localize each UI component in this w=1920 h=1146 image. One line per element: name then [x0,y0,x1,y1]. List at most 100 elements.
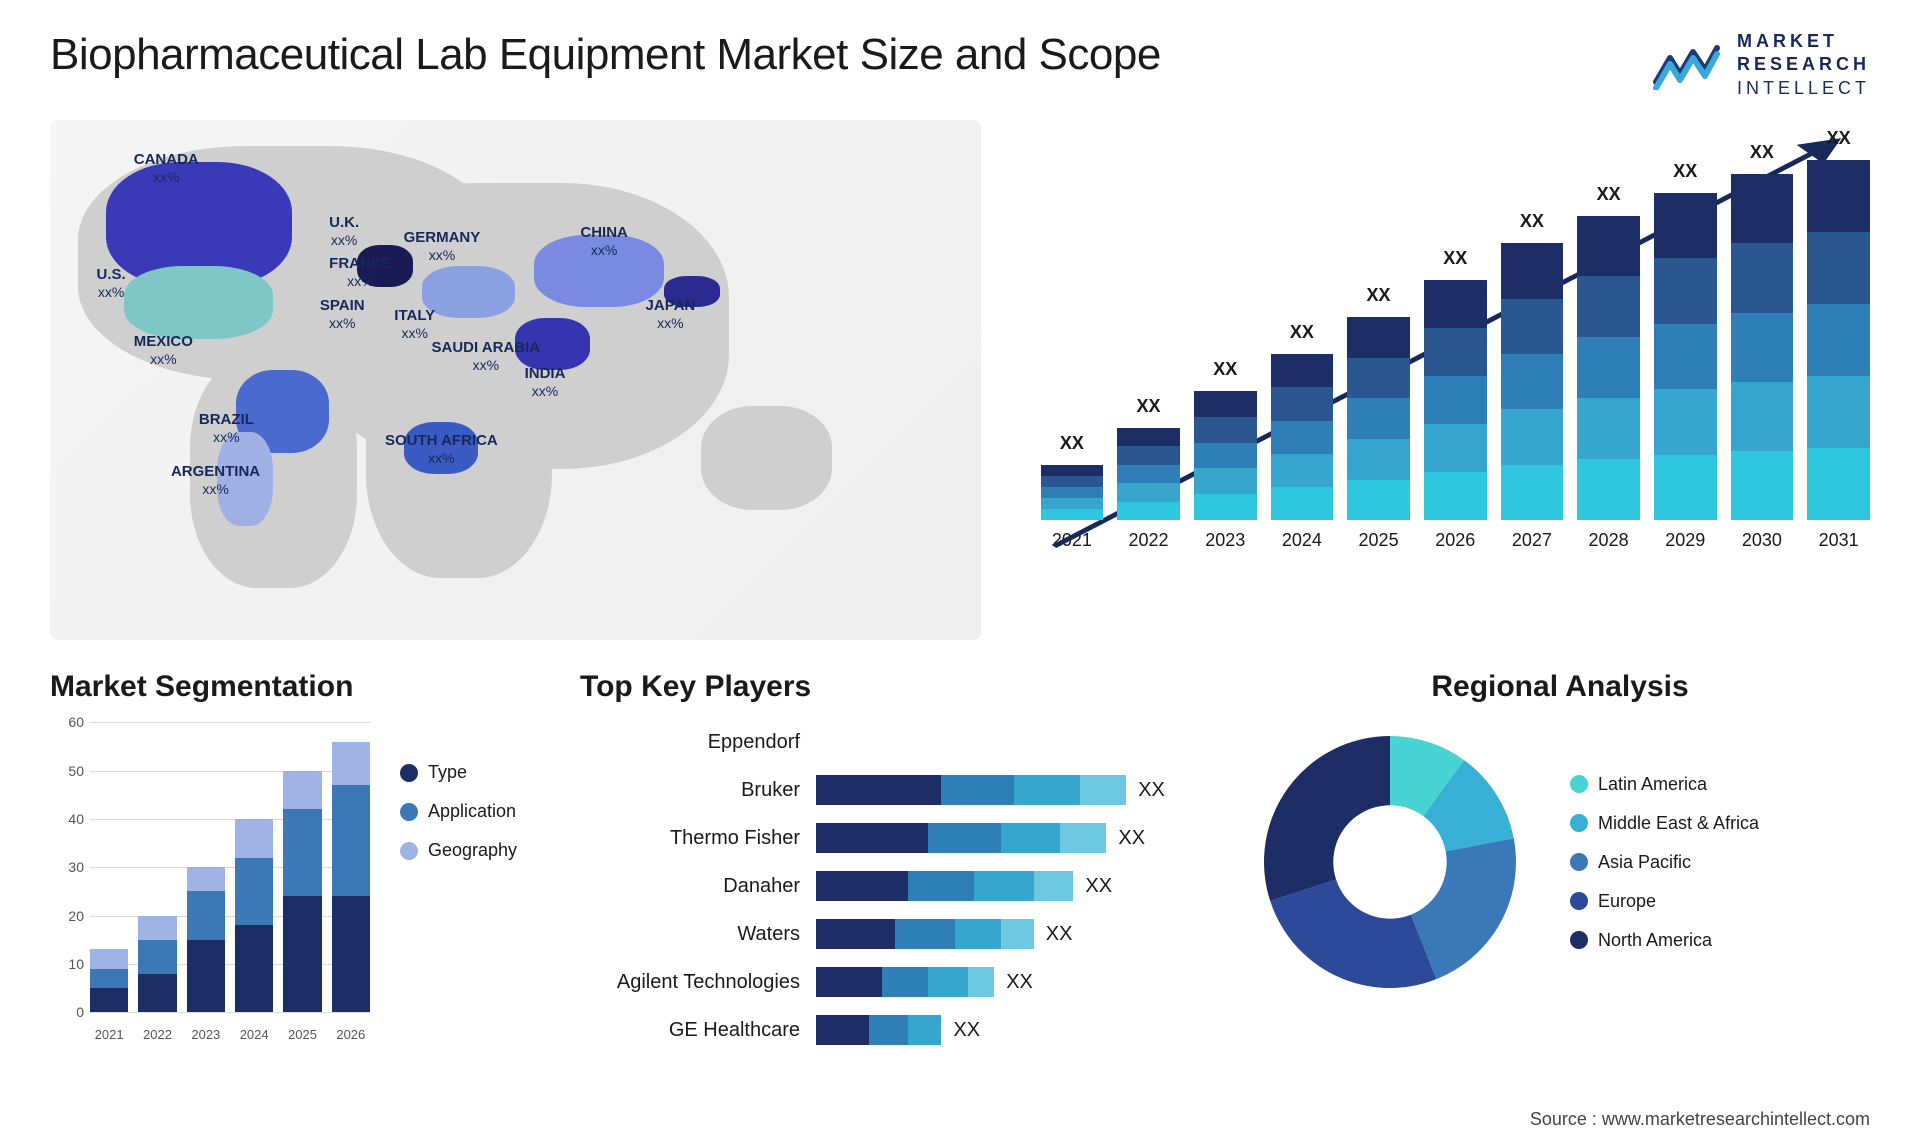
key-player-bar-segment [869,1015,909,1045]
forecast-bar-segment [1271,387,1334,420]
forecast-bar-segment [1807,376,1870,448]
country-label: U.S.xx% [97,266,126,302]
forecast-bar-value: XX [1041,433,1104,454]
key-player-value: XX [1046,923,1073,946]
legend-swatch-icon [1570,775,1588,793]
forecast-bar-segment [1577,276,1640,337]
forecast-bar-segment [1654,324,1717,390]
forecast-x-label: 2021 [1041,530,1104,551]
key-player-bar-segment [816,967,882,997]
segmentation-title: Market Segmentation [50,670,530,704]
forecast-bar-value: XX [1807,128,1870,149]
segmentation-bar-segment [332,742,370,786]
key-player-bar-segment [816,823,928,853]
country-label: BRAZILxx% [199,411,254,447]
key-player-bar-segment [968,967,994,997]
key-player-bar [816,775,1126,805]
key-player-label: Danaher [580,875,800,898]
forecast-x-label: 2026 [1424,530,1487,551]
key-player-bar-segment [816,919,895,949]
country-label: SOUTH AFRICAxx% [385,432,498,468]
forecast-bar-segment [1577,337,1640,398]
forecast-bar: XX [1271,354,1334,520]
forecast-bar-segment [1501,243,1564,298]
key-player-bar [816,871,1073,901]
forecast-bar-segment [1117,428,1180,446]
forecast-bar-value: XX [1347,285,1410,306]
forecast-bar-segment [1041,498,1104,509]
forecast-bar-segment [1577,216,1640,277]
forecast-bar-segment [1654,193,1717,259]
key-player-bar [816,1015,941,1045]
forecast-x-label: 2023 [1194,530,1257,551]
forecast-bar-segment [1501,354,1564,409]
forecast-bar-segment [1117,465,1180,483]
segmentation-bar-segment [332,896,370,1012]
forecast-bar-segment [1041,476,1104,487]
key-player-bar-segment [928,823,1001,853]
forecast-bar-segment [1271,454,1334,487]
legend-label: Europe [1598,891,1656,912]
key-player-bar [816,967,994,997]
forecast-bar-segment [1424,472,1487,520]
legend-item: Type [400,762,517,783]
segmentation-bar-segment [138,916,176,940]
key-player-row: Agilent TechnologiesXX [580,962,1200,1002]
key-player-label: Agilent Technologies [580,971,800,994]
forecast-bar-segment [1731,382,1794,451]
legend-label: North America [1598,930,1712,951]
key-players-chart: EppendorfBrukerXXThermo FisherXXDanaherX… [580,722,1200,1050]
page-title: Biopharmaceutical Lab Equipment Market S… [50,30,1161,80]
key-player-bar-segment [908,1015,941,1045]
forecast-bar-segment [1347,358,1410,399]
world-map-panel: CANADAxx%U.S.xx%MEXICOxx%BRAZILxx%ARGENT… [50,120,981,640]
forecast-bar-segment [1731,313,1794,382]
key-player-value: XX [1118,827,1145,850]
segmentation-bar-segment [90,969,128,988]
segmentation-bar-segment [187,891,225,939]
forecast-bar-segment [1117,502,1180,520]
legend-item: Geography [400,840,517,861]
forecast-bar-value: XX [1194,359,1257,380]
country-label: GERMANYxx% [404,229,481,265]
key-player-bar [816,919,1034,949]
forecast-bar-segment [1424,424,1487,472]
legend-swatch-icon [400,803,418,821]
country-label: ITALYxx% [394,307,435,343]
segmentation-bar-segment [283,771,321,810]
forecast-bar-segment [1577,398,1640,459]
segmentation-bar-segment [90,949,128,968]
source-attribution: Source : www.marketresearchintellect.com [1530,1109,1870,1130]
forecast-x-label: 2027 [1501,530,1564,551]
country-label: CANADAxx% [134,151,199,187]
forecast-bar: XX [1577,216,1640,521]
forecast-bar-segment [1654,258,1717,324]
forecast-bar-segment [1807,232,1870,304]
country-label: JAPANxx% [646,297,696,333]
forecast-bar: XX [1501,243,1564,520]
forecast-bar-segment [1041,487,1104,498]
forecast-bar-value: XX [1117,396,1180,417]
key-players-title: Top Key Players [580,670,1200,704]
donut-segment [1270,880,1436,988]
regional-title: Regional Analysis [1250,670,1870,704]
legend-label: Type [428,762,467,783]
legend-swatch-icon [400,842,418,860]
map-highlight [124,266,273,339]
key-player-value: XX [1138,779,1165,802]
segmentation-bar-segment [235,858,273,926]
forecast-x-label: 2029 [1654,530,1717,551]
country-label: CHINAxx% [580,224,628,260]
forecast-bar-segment [1654,389,1717,455]
key-player-bar-segment [816,775,941,805]
key-player-label: Thermo Fisher [580,827,800,850]
forecast-bar-segment [1041,465,1104,476]
forecast-bar-segment [1271,487,1334,520]
forecast-bar-segment [1731,243,1794,312]
key-player-bar-segment [955,919,1001,949]
forecast-bar-segment [1117,446,1180,464]
forecast-bar-segment [1501,409,1564,464]
map-highlight [422,266,515,318]
forecast-bar-value: XX [1654,161,1717,182]
forecast-bar-segment [1424,376,1487,424]
